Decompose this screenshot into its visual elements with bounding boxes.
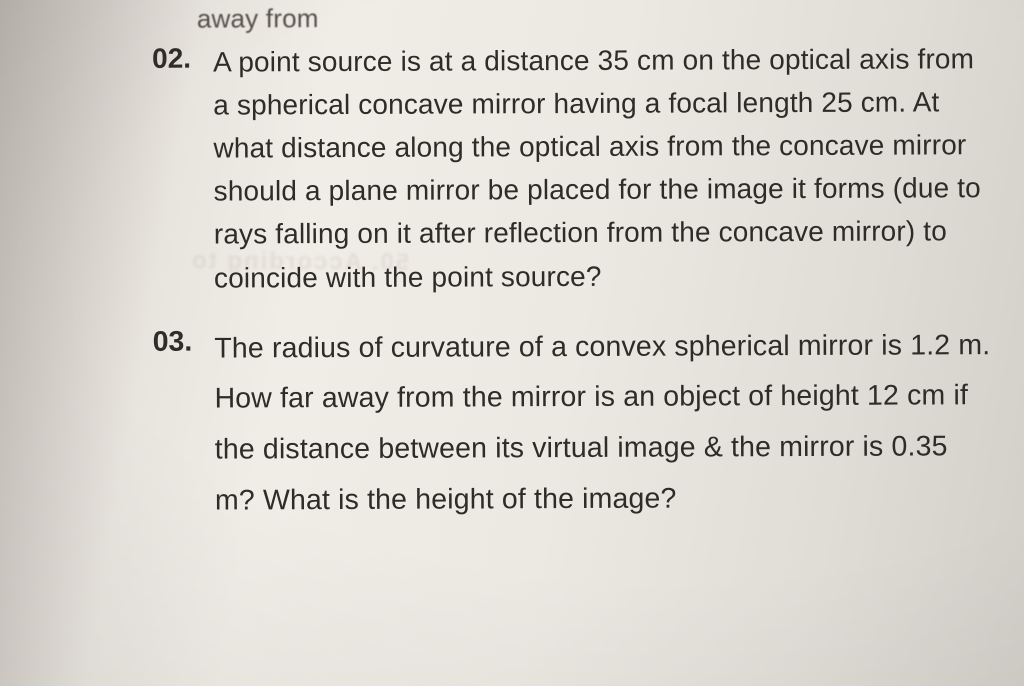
question-03: 03. The radius of curvature of a convex … — [140, 320, 1001, 527]
question-02: 02. A point source is at a distance 35 c… — [139, 37, 1000, 299]
previous-question-fragment: away from — [197, 0, 999, 34]
question-number: 03. — [140, 323, 193, 526]
question-text: The radius of curvature of a convex sphe… — [214, 320, 1001, 526]
question-number: 02. — [139, 41, 192, 300]
question-text: A point source is at a distance 35 cm on… — [213, 37, 1000, 299]
page-content: away from 02. A point source is at a dis… — [139, 0, 1001, 550]
